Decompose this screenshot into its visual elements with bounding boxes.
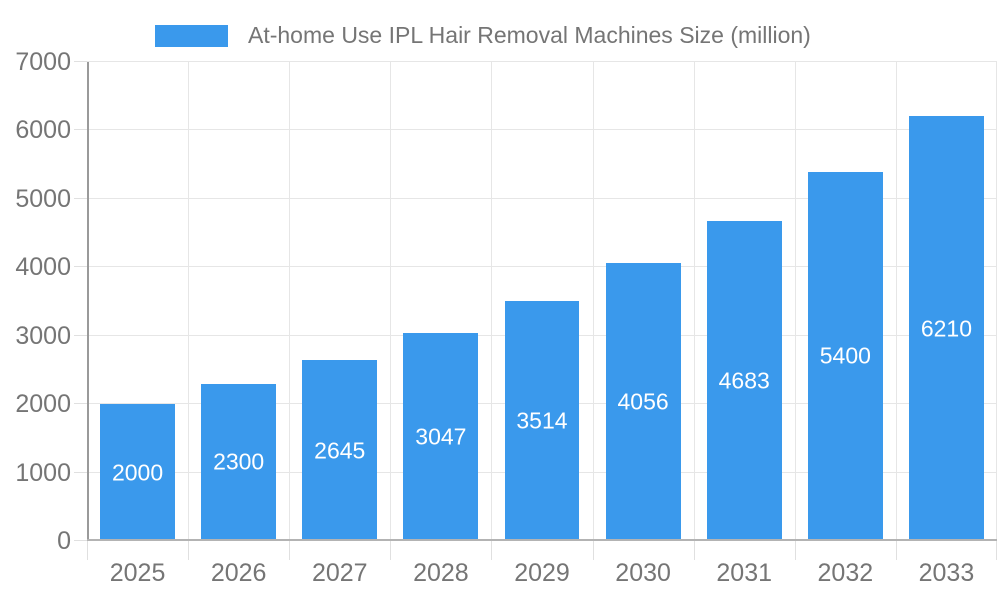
x-axis-tick xyxy=(289,541,291,560)
x-axis-label: 2027 xyxy=(311,559,368,587)
bar-2032[interactable]: 5400 xyxy=(807,171,883,541)
bar-2025[interactable]: 2000 xyxy=(100,404,175,541)
gridline-horizontal xyxy=(87,61,997,62)
gridline-vertical xyxy=(592,62,594,541)
x-axis-tick xyxy=(592,541,594,560)
gridline-vertical xyxy=(895,62,897,541)
gridline-vertical xyxy=(996,62,997,541)
legend-swatch xyxy=(155,24,228,47)
x-axis-tick xyxy=(188,541,190,560)
bar-value-label: 2000 xyxy=(111,459,164,486)
bar-value-label: 3047 xyxy=(415,423,467,450)
x-axis-tick xyxy=(390,541,392,560)
bar-value-label: 2300 xyxy=(213,448,265,475)
y-axis-label: 5000 xyxy=(15,184,71,213)
y-axis-label: 4000 xyxy=(15,253,71,282)
x-axis-tick xyxy=(87,541,88,560)
y-axis-labels: 0 1000 2000 3000 4000 5000 6000 7000 xyxy=(0,49,71,554)
gridline-vertical xyxy=(188,62,190,541)
legend-label: At-home Use IPL Hair Removal Machines Si… xyxy=(248,22,811,48)
gridline-vertical xyxy=(693,62,695,541)
x-axis-label: 2030 xyxy=(615,559,671,587)
y-axis-tick xyxy=(74,403,87,405)
gridline-vertical xyxy=(794,62,796,541)
gridline-horizontal xyxy=(87,197,997,199)
bar-value-label: 3514 xyxy=(516,407,568,434)
bar-value-label: 4056 xyxy=(617,388,669,415)
bar-2027[interactable]: 2645 xyxy=(302,360,378,541)
x-axis-label: 2029 xyxy=(514,559,570,587)
x-axis-tick xyxy=(693,541,695,560)
bar-2033[interactable]: 6210 xyxy=(909,116,984,541)
x-axis-tick xyxy=(491,541,493,560)
gridline-vertical xyxy=(289,62,291,541)
y-axis-ticks xyxy=(74,61,87,541)
x-axis-label: 2032 xyxy=(817,559,874,587)
x-axis-line xyxy=(87,539,997,541)
bar-2029[interactable]: 3514 xyxy=(504,300,580,541)
bar-value-label: 2645 xyxy=(314,437,366,463)
x-axis-label: 2031 xyxy=(716,559,773,587)
gridline-vertical xyxy=(390,62,392,541)
y-axis-line xyxy=(87,62,89,541)
y-axis-tick xyxy=(74,197,87,199)
y-axis-label: 2000 xyxy=(15,390,71,419)
y-axis-label: 1000 xyxy=(15,458,71,487)
y-axis-label: 6000 xyxy=(15,116,71,145)
y-axis-tick xyxy=(74,540,87,541)
y-axis-label: 3000 xyxy=(15,321,71,350)
bar-2030[interactable]: 4056 xyxy=(605,263,681,541)
x-axis-label: 2025 xyxy=(109,559,166,587)
bar-2026[interactable]: 2300 xyxy=(201,383,277,541)
bar-value-label: 4683 xyxy=(718,367,770,394)
bar-value-label: 5400 xyxy=(819,342,871,369)
y-axis-tick xyxy=(74,61,87,62)
bar-2028[interactable]: 3047 xyxy=(403,332,479,541)
x-axis-ticks xyxy=(87,541,997,560)
y-axis-tick xyxy=(74,334,87,336)
x-axis-tick xyxy=(895,541,897,560)
y-axis-tick xyxy=(74,266,87,268)
y-axis-label: 7000 xyxy=(15,48,71,76)
gridline-horizontal xyxy=(87,266,997,268)
x-axis-tick xyxy=(794,541,796,560)
bar-2031[interactable]: 4683 xyxy=(706,220,782,541)
gridline-vertical xyxy=(491,62,493,541)
y-axis-tick xyxy=(74,471,87,473)
y-axis-tick xyxy=(74,129,87,131)
legend-item[interactable]: At-home Use IPL Hair Removal Machines Si… xyxy=(155,22,811,49)
x-axis-label: 2033 xyxy=(918,559,975,587)
plot-area: 2000 2300 2645 3047 3514 4056 4683 5400 6210 xyxy=(87,61,997,541)
x-axis-label: 2026 xyxy=(210,559,267,587)
y-axis-label: 0 xyxy=(57,527,71,555)
x-axis-labels: 2025 2026 2027 2028 2029 2030 2031 2032 2033 xyxy=(87,556,997,590)
x-axis-tick xyxy=(996,541,997,560)
x-axis-label: 2028 xyxy=(413,559,469,587)
bar-value-label: 6210 xyxy=(920,315,973,342)
gridline-horizontal xyxy=(87,129,997,131)
